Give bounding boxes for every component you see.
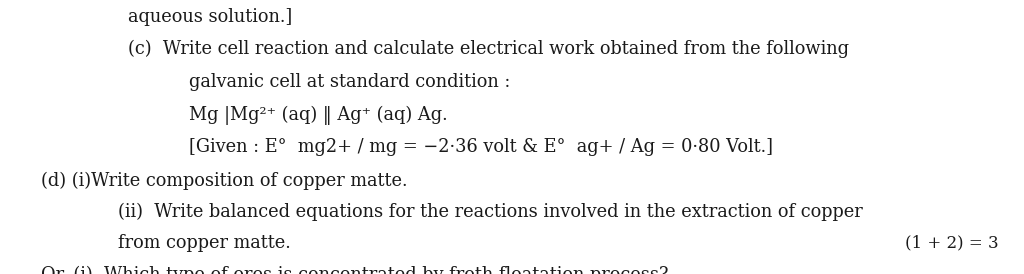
Text: galvanic cell at standard condition :: galvanic cell at standard condition : bbox=[189, 73, 511, 91]
Text: (ii)  Write balanced equations for the reactions involved in the extraction of c: (ii) Write balanced equations for the re… bbox=[118, 203, 862, 221]
Text: (c)  Write cell reaction and calculate electrical work obtained from the followi: (c) Write cell reaction and calculate el… bbox=[128, 40, 849, 58]
Text: from copper matte.: from copper matte. bbox=[118, 234, 291, 252]
Text: Mg |Mg²⁺ (aq) ‖ Ag⁺ (aq) Ag.: Mg |Mg²⁺ (aq) ‖ Ag⁺ (aq) Ag. bbox=[189, 105, 449, 125]
Text: (d) (i)Write composition of copper matte.: (d) (i)Write composition of copper matte… bbox=[41, 171, 408, 190]
Text: (1 + 2) = 3: (1 + 2) = 3 bbox=[905, 234, 998, 251]
Text: Or, (i)  Which type of ores is concentrated by froth floatation process?: Or, (i) Which type of ores is concentrat… bbox=[41, 266, 669, 274]
Text: aqueous solution.]: aqueous solution.] bbox=[128, 8, 292, 26]
Text: [Given : E°  mg2+ / mg = −2·36 volt & E°  ag+ / Ag = 0·80 Volt.]: [Given : E° mg2+ / mg = −2·36 volt & E° … bbox=[189, 138, 773, 156]
